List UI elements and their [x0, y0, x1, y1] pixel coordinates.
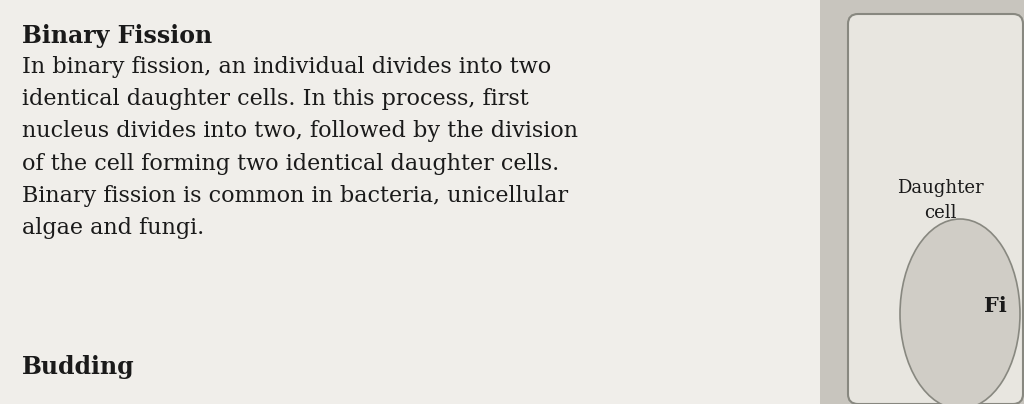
- Ellipse shape: [900, 219, 1020, 404]
- FancyBboxPatch shape: [820, 0, 1024, 404]
- Text: Daughter: Daughter: [897, 179, 983, 197]
- FancyBboxPatch shape: [848, 14, 1023, 404]
- Text: Budding: Budding: [22, 355, 134, 379]
- FancyBboxPatch shape: [0, 0, 820, 404]
- Text: Binary Fission: Binary Fission: [22, 24, 212, 48]
- Text: In binary fission, an individual divides into two
identical daughter cells. In t: In binary fission, an individual divides…: [22, 56, 578, 239]
- Text: Fi: Fi: [984, 296, 1007, 316]
- Text: cell: cell: [924, 204, 956, 222]
